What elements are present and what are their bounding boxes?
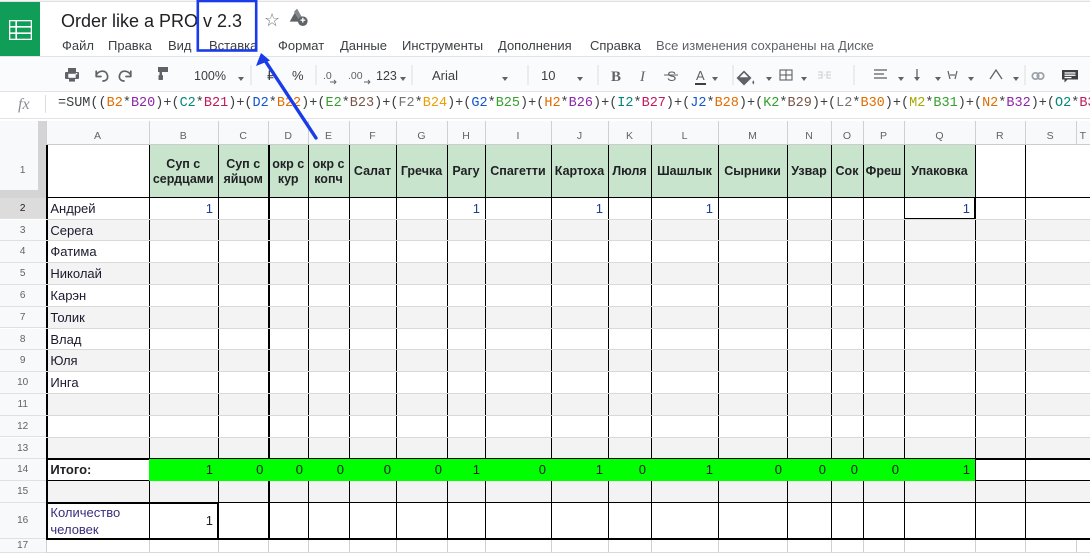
svg-text:S: S xyxy=(667,68,676,84)
svg-text:I: I xyxy=(639,69,646,85)
svg-text:100%: 100% xyxy=(194,69,226,83)
svg-text:%: % xyxy=(292,68,304,83)
svg-text:Arial: Arial xyxy=(432,68,458,83)
svg-text:₽: ₽ xyxy=(267,68,275,83)
svg-text:123: 123 xyxy=(376,69,397,83)
svg-text:.0: .0 xyxy=(323,70,332,82)
svg-text:A: A xyxy=(696,68,705,83)
svg-text:.00: .00 xyxy=(348,70,363,82)
svg-text:10: 10 xyxy=(541,68,555,83)
svg-text:B: B xyxy=(611,69,621,85)
